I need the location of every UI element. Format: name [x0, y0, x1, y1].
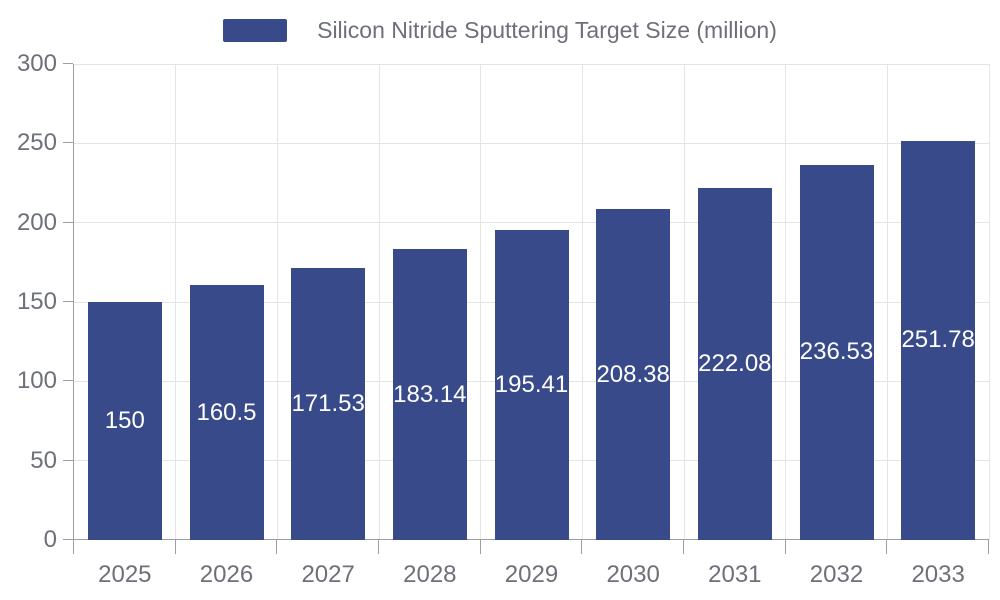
bar-2025[interactable]: [87, 302, 162, 540]
y-axis-tick: [63, 459, 73, 461]
v-gridline: [581, 64, 583, 540]
bar-2031[interactable]: [697, 187, 772, 540]
y-axis-tick: [63, 539, 73, 540]
x-tick-label: 2028: [403, 561, 457, 588]
bar-2027[interactable]: [291, 267, 366, 540]
y-tick-label: 300: [16, 50, 57, 77]
legend[interactable]: Silicon Nitride Sputtering Target Size (…: [0, 17, 1000, 44]
v-gridline: [683, 64, 685, 540]
y-tick-label: 250: [16, 129, 57, 157]
y-tick-label: 150: [16, 288, 57, 315]
legend-label: Silicon Nitride Sputtering Target Size (…: [317, 17, 777, 43]
h-gridline: [74, 63, 989, 65]
x-axis-tick: [479, 540, 481, 554]
v-gridline: [480, 64, 482, 540]
bar-2030[interactable]: [596, 209, 671, 540]
x-axis-tick: [73, 540, 74, 554]
x-axis-tick: [683, 540, 684, 554]
h-gridline: [74, 222, 989, 224]
y-axis-tick: [63, 221, 73, 223]
bar-2032[interactable]: [799, 164, 874, 540]
x-tick-label: 2031: [708, 561, 762, 588]
x-axis-tick: [988, 540, 989, 554]
x-axis-tick: [784, 540, 786, 554]
bar-2029[interactable]: [494, 229, 569, 540]
y-axis-tick: [63, 142, 73, 144]
h-gridline: [74, 142, 989, 144]
y-tick-label: 50: [30, 446, 57, 474]
v-gridline: [276, 64, 278, 540]
x-tick-label: 2029: [504, 561, 559, 588]
legend-swatch: [223, 19, 288, 42]
x-axis-tick: [174, 540, 176, 554]
x-axis-tick: [886, 540, 888, 554]
x-axis-tick: [378, 540, 379, 554]
x-tick-label: 2030: [606, 561, 660, 588]
y-tick-label: 100: [16, 367, 57, 395]
v-gridline: [175, 64, 177, 540]
x-tick-label: 2025: [98, 561, 152, 588]
v-gridline: [886, 64, 888, 540]
bar-2033[interactable]: [901, 140, 976, 540]
bar-2026[interactable]: [189, 285, 264, 540]
y-axis-tick: [63, 63, 73, 64]
x-tick-label: 2027: [301, 561, 355, 588]
y-axis-tick: [63, 301, 73, 302]
y-tick-label: 0: [43, 526, 57, 553]
x-tick-label: 2032: [809, 561, 864, 588]
v-gridline: [378, 64, 380, 540]
y-tick-label: 200: [16, 208, 57, 236]
x-axis-tick: [276, 540, 278, 554]
y-axis-tick: [63, 380, 73, 382]
x-axis-tick: [581, 540, 583, 554]
x-tick-label: 2026: [199, 561, 254, 588]
v-gridline: [785, 64, 787, 540]
bar-2028[interactable]: [392, 249, 467, 540]
x-tick-label: 2033: [911, 561, 965, 588]
y-axis-line: [73, 64, 74, 540]
v-gridline: [988, 64, 990, 540]
